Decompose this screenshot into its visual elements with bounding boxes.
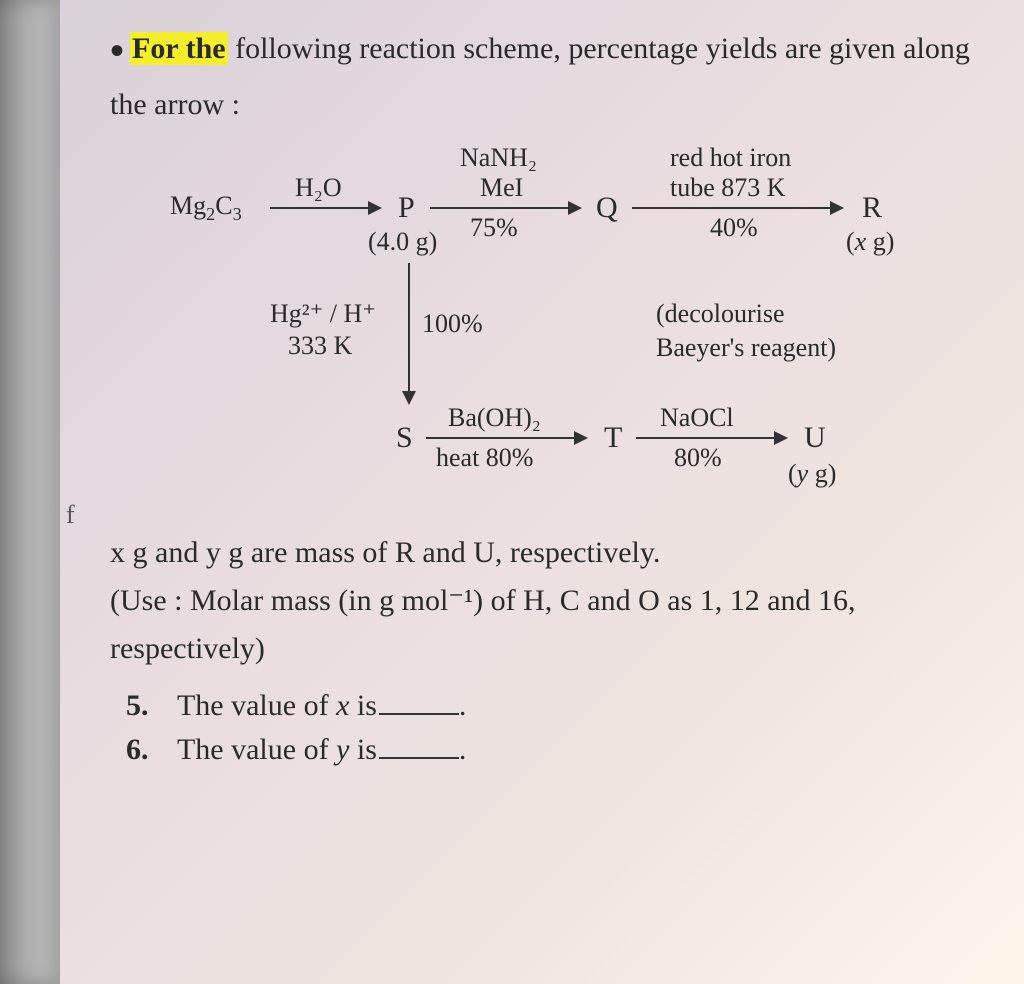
page-content: •For the following reaction scheme, perc…: [0, 0, 1024, 797]
q5-blank: [379, 713, 459, 715]
questions-block: 5. The value of x is. 6. The value of y …: [110, 689, 984, 767]
q6-number: 6.: [126, 733, 170, 767]
question-5: 5. The value of x is.: [126, 689, 984, 723]
note-baeyer: Baeyer's reagent): [656, 333, 836, 363]
arrow2-reagent2: MeI: [480, 173, 523, 203]
arrow-5: [636, 437, 786, 439]
arrow4-yield: heat 80%: [436, 443, 533, 473]
node-start: Mg2C3: [170, 191, 242, 225]
period: .: [459, 689, 467, 722]
node-R: R: [862, 191, 882, 225]
bullet-icon: •: [110, 28, 124, 73]
question-prompt: •For the following reaction scheme, perc…: [110, 20, 984, 129]
highlighted-text: For the: [130, 32, 228, 65]
node-U-mass: (y g): [788, 459, 836, 489]
period: .: [459, 733, 467, 766]
q6-text-post: is: [349, 733, 377, 766]
arrow5-reagent: NaOCl: [660, 403, 734, 433]
paren: (: [846, 227, 855, 256]
q5-number: 5.: [126, 689, 170, 723]
downarrow-reagent2: 333 K: [288, 331, 352, 361]
note-decolourise: (decolourise: [656, 299, 785, 329]
q5-text-post: is: [349, 689, 377, 722]
arrow4-reagent: Ba(OH)₂: [448, 403, 541, 433]
node-T: T: [604, 421, 622, 455]
var-y: y: [797, 459, 809, 488]
reaction-scheme: Mg2C3 H₂O P (4.0 g) NaNH₂ MeI 75% Q red …: [170, 159, 984, 519]
downarrow-reagent1: Hg²⁺ / H⁺: [270, 299, 376, 329]
node-S: S: [396, 421, 413, 455]
arrow-3: [632, 207, 842, 209]
formula-sub: 3: [233, 204, 242, 224]
closing-line2: (Use : Molar mass (in g mol⁻¹) of H, C a…: [110, 577, 984, 673]
arrow1-reagent: H₂O: [295, 173, 342, 203]
unit-g: g): [808, 459, 836, 488]
formula-sub: 2: [206, 204, 215, 224]
question-6: 6. The value of y is.: [126, 733, 984, 767]
closing-line1: x g and y g are mass of R and U, respect…: [110, 529, 984, 577]
node-U: U: [804, 421, 826, 455]
node-P-mass: (4.0 g): [368, 227, 437, 257]
formula-mg: Mg: [170, 191, 206, 220]
q6-blank: [379, 757, 459, 759]
arrow3-reagent2: tube 873 K: [670, 173, 786, 203]
node-R-mass: (x g): [846, 227, 894, 257]
node-Q: Q: [596, 191, 618, 225]
closing-text: x g and y g are mass of R and U, respect…: [110, 529, 984, 673]
arrow-1: [270, 207, 380, 209]
node-P: P: [398, 191, 415, 225]
arrow2-yield: 75%: [470, 213, 518, 243]
unit-g: g): [866, 227, 894, 256]
q5-var: x: [336, 689, 349, 722]
formula-c: C: [215, 191, 232, 220]
paren: (: [788, 459, 797, 488]
arrow3-reagent1: red hot iron: [670, 143, 791, 173]
downarrow-yield: 100%: [422, 309, 483, 339]
arrow5-yield: 80%: [674, 443, 722, 473]
q5-text-pre: The value of: [177, 689, 336, 722]
prompt-text: following reaction scheme, percentage yi…: [110, 32, 970, 121]
arrow-down: [408, 263, 410, 403]
arrow-2: [430, 207, 580, 209]
arrow-4: [426, 437, 586, 439]
var-x: x: [855, 227, 867, 256]
arrow3-yield: 40%: [710, 213, 758, 243]
q6-text-pre: The value of: [177, 733, 336, 766]
arrow2-reagent1: NaNH₂: [460, 143, 537, 173]
q6-var: y: [336, 733, 349, 766]
